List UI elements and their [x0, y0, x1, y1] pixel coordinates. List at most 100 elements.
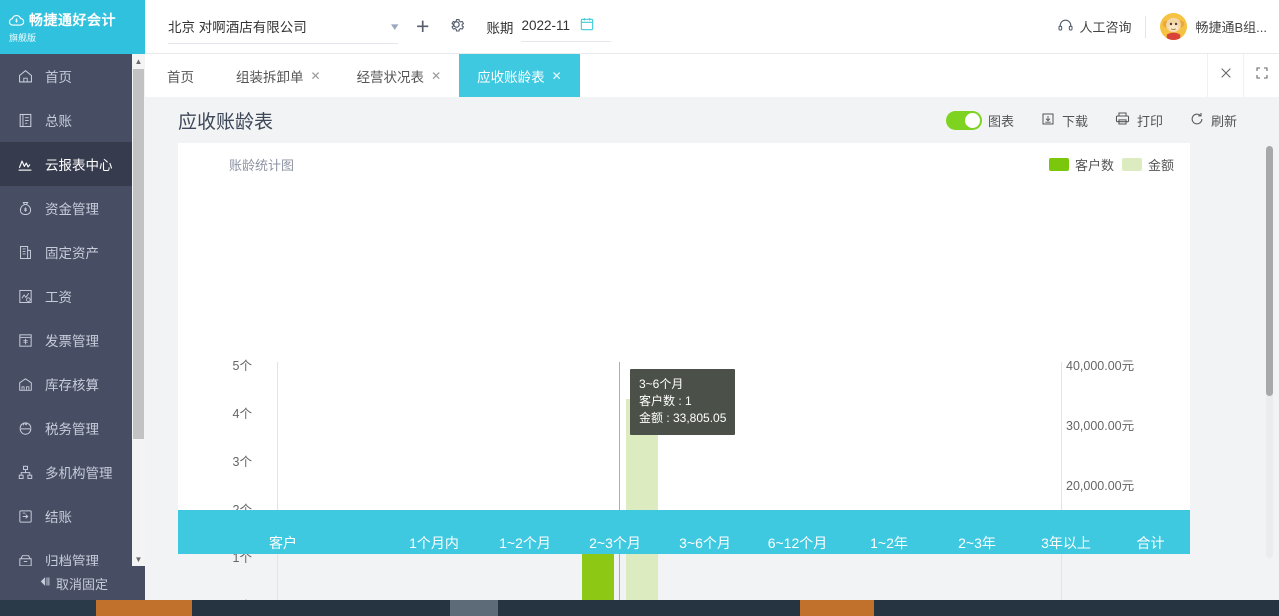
sidebar-item-payroll[interactable]: 工资 [0, 274, 145, 318]
legend-label: 客户数 [1074, 158, 1114, 173]
tooltip-line-amount: 金额 : 33,805.05 [639, 411, 727, 425]
sidebar-item-home[interactable]: 首页 [0, 54, 145, 98]
collapse-label: 取消固定 [55, 576, 108, 592]
payroll-icon [16, 287, 34, 305]
support-link[interactable]: 人工咨询 [1057, 17, 1131, 37]
brand-logo[interactable]: 畅捷通好会计 旗舰版 [0, 0, 145, 54]
sidebar-collapse-button[interactable]: 取消固定 [0, 566, 145, 600]
table-column-header[interactable]: 2~3个月 [589, 535, 641, 551]
ledger-icon [16, 111, 34, 129]
toggle-switch[interactable] [945, 110, 982, 130]
print-icon [1114, 110, 1131, 130]
tooltip-line-customers: 客户数 : 1 [639, 394, 692, 408]
table-column-header[interactable]: 1~2个月 [499, 535, 551, 551]
sidebar-menu: 首页 总账 云报表中心 资金管理 [0, 54, 145, 566]
table-column-header[interactable]: 6~12个月 [767, 535, 828, 551]
company-name: 北京 对啊酒店有限公司 [168, 20, 307, 35]
period-label: 账期 [486, 20, 514, 36]
content-scrollbar-thumb[interactable] [1266, 146, 1273, 396]
chart-toggle[interactable]: 图表 [945, 110, 1014, 130]
chart-icon [16, 155, 34, 173]
chart-plot-area: 5个 4个 3个 2个 1个 0个 40,000.00元 30,000.00元 … [178, 143, 1190, 600]
chart-toggle-label: 图表 [987, 113, 1014, 129]
close-book-icon [16, 507, 34, 525]
cloud-icon [8, 12, 25, 29]
table-column-header[interactable]: 1~2年 [870, 535, 908, 551]
print-button[interactable]: 打印 [1114, 110, 1163, 130]
taskbar-segment-active[interactable] [800, 600, 874, 616]
org-tree-icon [16, 463, 34, 481]
content-scrollbar[interactable] [1266, 146, 1273, 558]
download-button[interactable]: 下载 [1040, 111, 1088, 130]
refresh-label: 刷新 [1210, 113, 1237, 129]
invoice-icon [16, 331, 34, 349]
sidebar-item-tax[interactable]: 税务管理 [0, 406, 145, 450]
table-column-header[interactable]: 1个月内 [409, 535, 459, 551]
tab-close-icon[interactable]: ✕ [310, 68, 321, 83]
tab-close-icon[interactable]: ✕ [431, 68, 442, 83]
sidebar-item-label: 资金管理 [45, 202, 99, 217]
user-name[interactable]: 畅捷通B组... [1195, 20, 1267, 35]
chart-tooltip: 3~6个月 客户数 : 1 金额 : 33,805.05 [630, 369, 736, 435]
sidebar-scrollbar[interactable]: ▲ ▼ [132, 54, 145, 566]
taskbar-segment-active[interactable] [96, 600, 192, 616]
table-column-header[interactable]: 3~6个月 [679, 535, 731, 551]
sidebar-item-archive[interactable]: 归档管理 [0, 538, 145, 566]
close-all-tabs-button[interactable] [1207, 54, 1243, 97]
sidebar-item-label: 发票管理 [45, 334, 99, 349]
taskbar-segment[interactable] [192, 600, 450, 616]
taskbar-segment[interactable] [874, 600, 1279, 616]
tab-label: 应收账龄表 [477, 69, 545, 85]
settings-button[interactable] [447, 15, 466, 39]
sidebar-item-ledger[interactable]: 总账 [0, 98, 145, 142]
fullscreen-button[interactable] [1243, 54, 1279, 97]
sidebar-item-funds[interactable]: 资金管理 [0, 186, 145, 230]
header-divider [1145, 15, 1147, 38]
sidebar-item-label: 税务管理 [45, 422, 99, 437]
sidebar-item-invoice[interactable]: 发票管理 [0, 318, 145, 362]
tab-receivable-aging[interactable]: 应收账龄表 ✕ [459, 54, 580, 97]
avatar[interactable] [1160, 13, 1188, 40]
legend-item-customers[interactable]: 客户数 [1048, 155, 1114, 174]
legend-swatch [1121, 158, 1142, 171]
scroll-down-arrow-icon[interactable]: ▼ [134, 554, 143, 564]
sidebar-item-cloud-report[interactable]: 云报表中心 [0, 142, 145, 186]
archive-icon [16, 551, 34, 566]
taskbar-segment[interactable] [498, 600, 800, 616]
sidebar-item-label: 固定资产 [45, 246, 99, 261]
y-axis-right-line [1061, 362, 1062, 600]
taskbar-segment[interactable] [0, 600, 96, 616]
sidebar-scrollbar-thumb[interactable] [133, 69, 144, 439]
aging-table-header: 客户 1个月内 1~2个月 2~3个月 3~6个月 6~12个月 1~2年 2~… [178, 510, 1190, 554]
sidebar-item-closing[interactable]: 结账 [0, 494, 145, 538]
sidebar-item-label: 首页 [45, 70, 72, 85]
legend-item-amount[interactable]: 金额 [1121, 155, 1174, 174]
sidebar-item-fixed-assets[interactable]: 固定资产 [0, 230, 145, 274]
tab-close-icon[interactable]: ✕ [551, 68, 562, 83]
company-selector[interactable]: 北京 对啊酒店有限公司 ▾ [168, 10, 399, 44]
chart-panel: 账龄统计图 客户数 金额 5个 4个 3个 2个 1个 0个 [178, 143, 1190, 600]
tab-operation-status[interactable]: 经营状况表 ✕ [339, 54, 460, 97]
period-picker[interactable]: 2022-11 [521, 12, 612, 42]
tab-label: 组装拆卸单 [236, 69, 304, 85]
tax-icon [16, 419, 34, 437]
y-axis-right-tick: 20,000.00元 [1066, 479, 1135, 493]
home-icon [16, 67, 34, 85]
table-column-header[interactable]: 2~3年 [958, 535, 996, 551]
sidebar-item-multi-org[interactable]: 多机构管理 [0, 450, 145, 494]
sidebar-item-inventory[interactable]: 库存核算 [0, 362, 145, 406]
warehouse-icon [16, 375, 34, 393]
tab-bar-actions [1207, 54, 1279, 97]
taskbar-segment[interactable] [450, 600, 498, 616]
tab-assembly-order[interactable]: 组装拆卸单 ✕ [218, 54, 339, 97]
tab-home[interactable]: 首页 [145, 54, 218, 97]
add-company-button[interactable]: + [416, 15, 429, 38]
scroll-up-arrow-icon[interactable]: ▲ [134, 56, 143, 66]
table-column-header[interactable]: 3年以上 [1041, 535, 1091, 551]
table-column-header[interactable]: 合计 [1136, 535, 1165, 551]
brand-name: 畅捷通好会计 [29, 12, 116, 28]
table-column-header[interactable]: 客户 [269, 535, 297, 551]
refresh-button[interactable]: 刷新 [1189, 111, 1237, 130]
bar-customers-3-6m[interactable] [582, 554, 614, 600]
y-axis-right-tick: 0元 [1066, 595, 1085, 600]
